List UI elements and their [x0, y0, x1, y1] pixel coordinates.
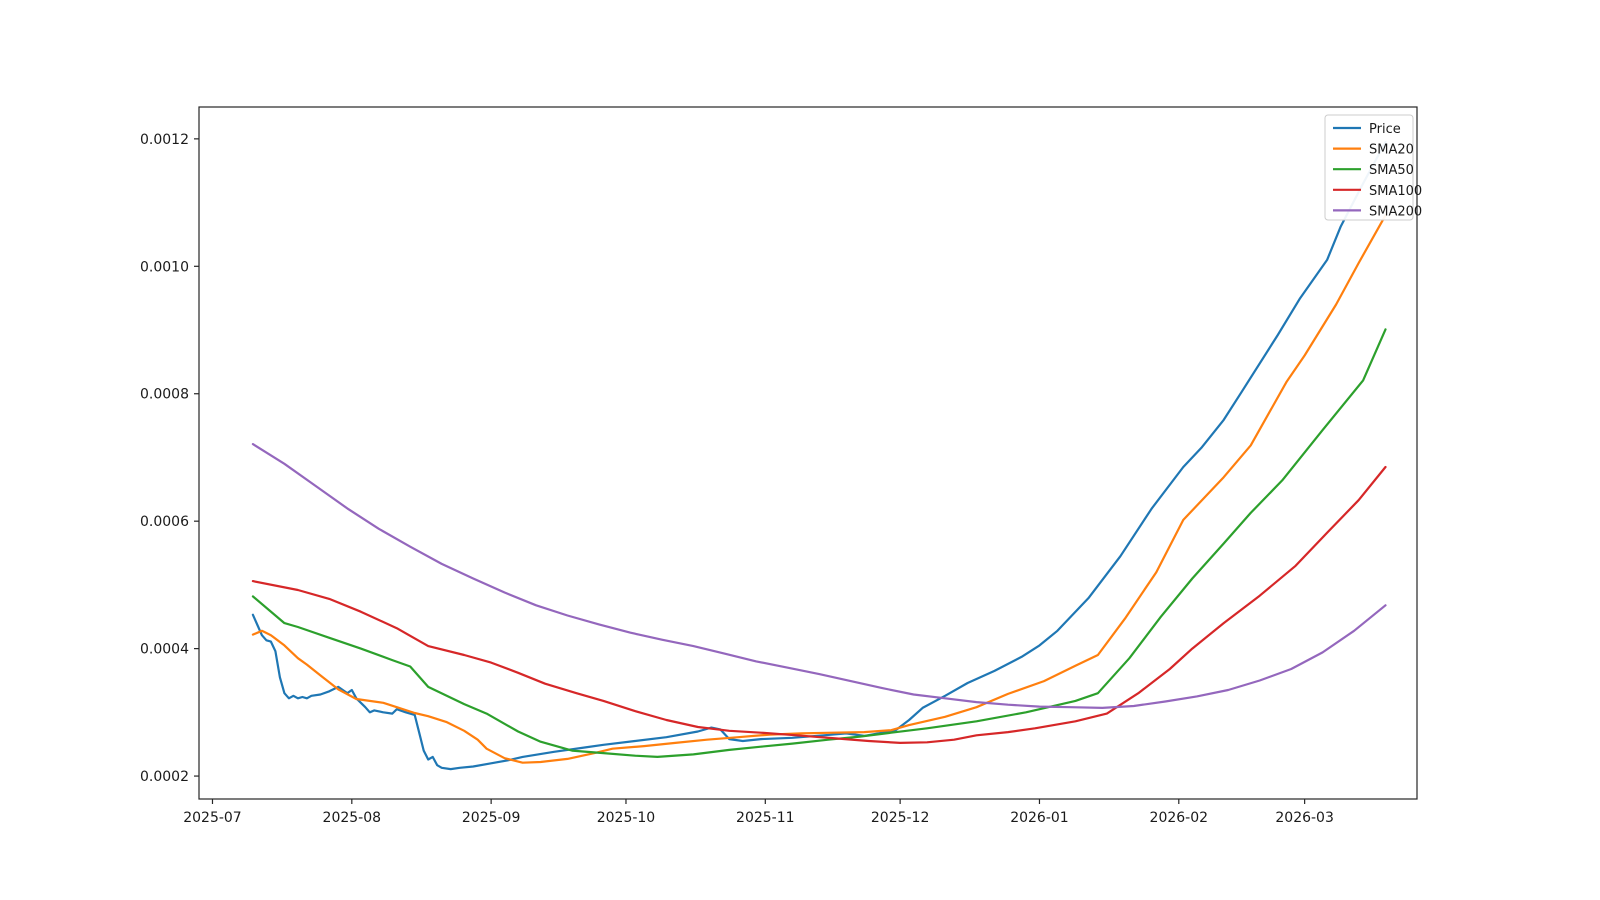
series-line-sma20	[251, 214, 1387, 764]
y-tick-label: 0.0006	[140, 514, 189, 530]
y-tick-label: 0.0012	[140, 132, 189, 148]
legend-label-sma50: SMA50	[1369, 163, 1414, 178]
x-tick-label: 2025-12	[871, 810, 930, 826]
y-tick-label: 0.0010	[140, 259, 189, 275]
x-tick-label: 2025-07	[183, 810, 242, 826]
x-tick-label: 2026-01	[1010, 810, 1069, 826]
legend-label-sma200: SMA200	[1369, 204, 1422, 219]
series-line-sma50	[251, 328, 1387, 759]
legend-label-sma100: SMA100	[1369, 184, 1422, 199]
plot-border	[198, 106, 1418, 800]
y-tick-label: 0.0002	[140, 769, 189, 785]
x-tick-label: 2025-08	[323, 810, 382, 826]
x-tick-label: 2026-02	[1150, 810, 1209, 826]
legend-label-sma20: SMA20	[1369, 143, 1414, 158]
x-tick-label: 2025-11	[736, 810, 795, 826]
legend-box	[1324, 114, 1414, 221]
x-tick-label: 2025-10	[597, 810, 656, 826]
series-line-sma200	[251, 443, 1387, 710]
x-tick-label: 2026-03	[1275, 810, 1334, 826]
legend-label-price: Price	[1369, 122, 1401, 137]
series-line-price	[251, 140, 1387, 771]
y-tick-label: 0.0004	[140, 642, 189, 658]
series-line-sma100	[251, 465, 1387, 745]
y-tick-label: 0.0008	[140, 387, 189, 403]
x-tick-label: 2025-09	[462, 810, 521, 826]
